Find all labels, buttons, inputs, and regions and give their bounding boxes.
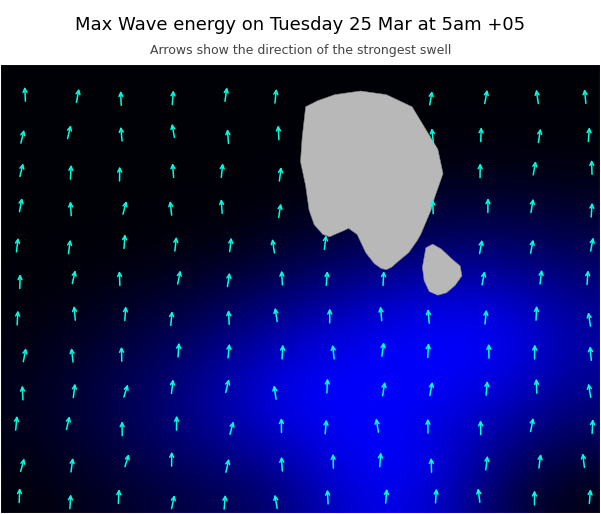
Polygon shape [300, 91, 443, 270]
Text: Max Wave energy on Tuesday 25 Mar at 5am +05: Max Wave energy on Tuesday 25 Mar at 5am… [76, 16, 525, 34]
Polygon shape [423, 244, 462, 295]
Text: Arrows show the direction of the strongest swell: Arrows show the direction of the stronge… [150, 44, 451, 57]
